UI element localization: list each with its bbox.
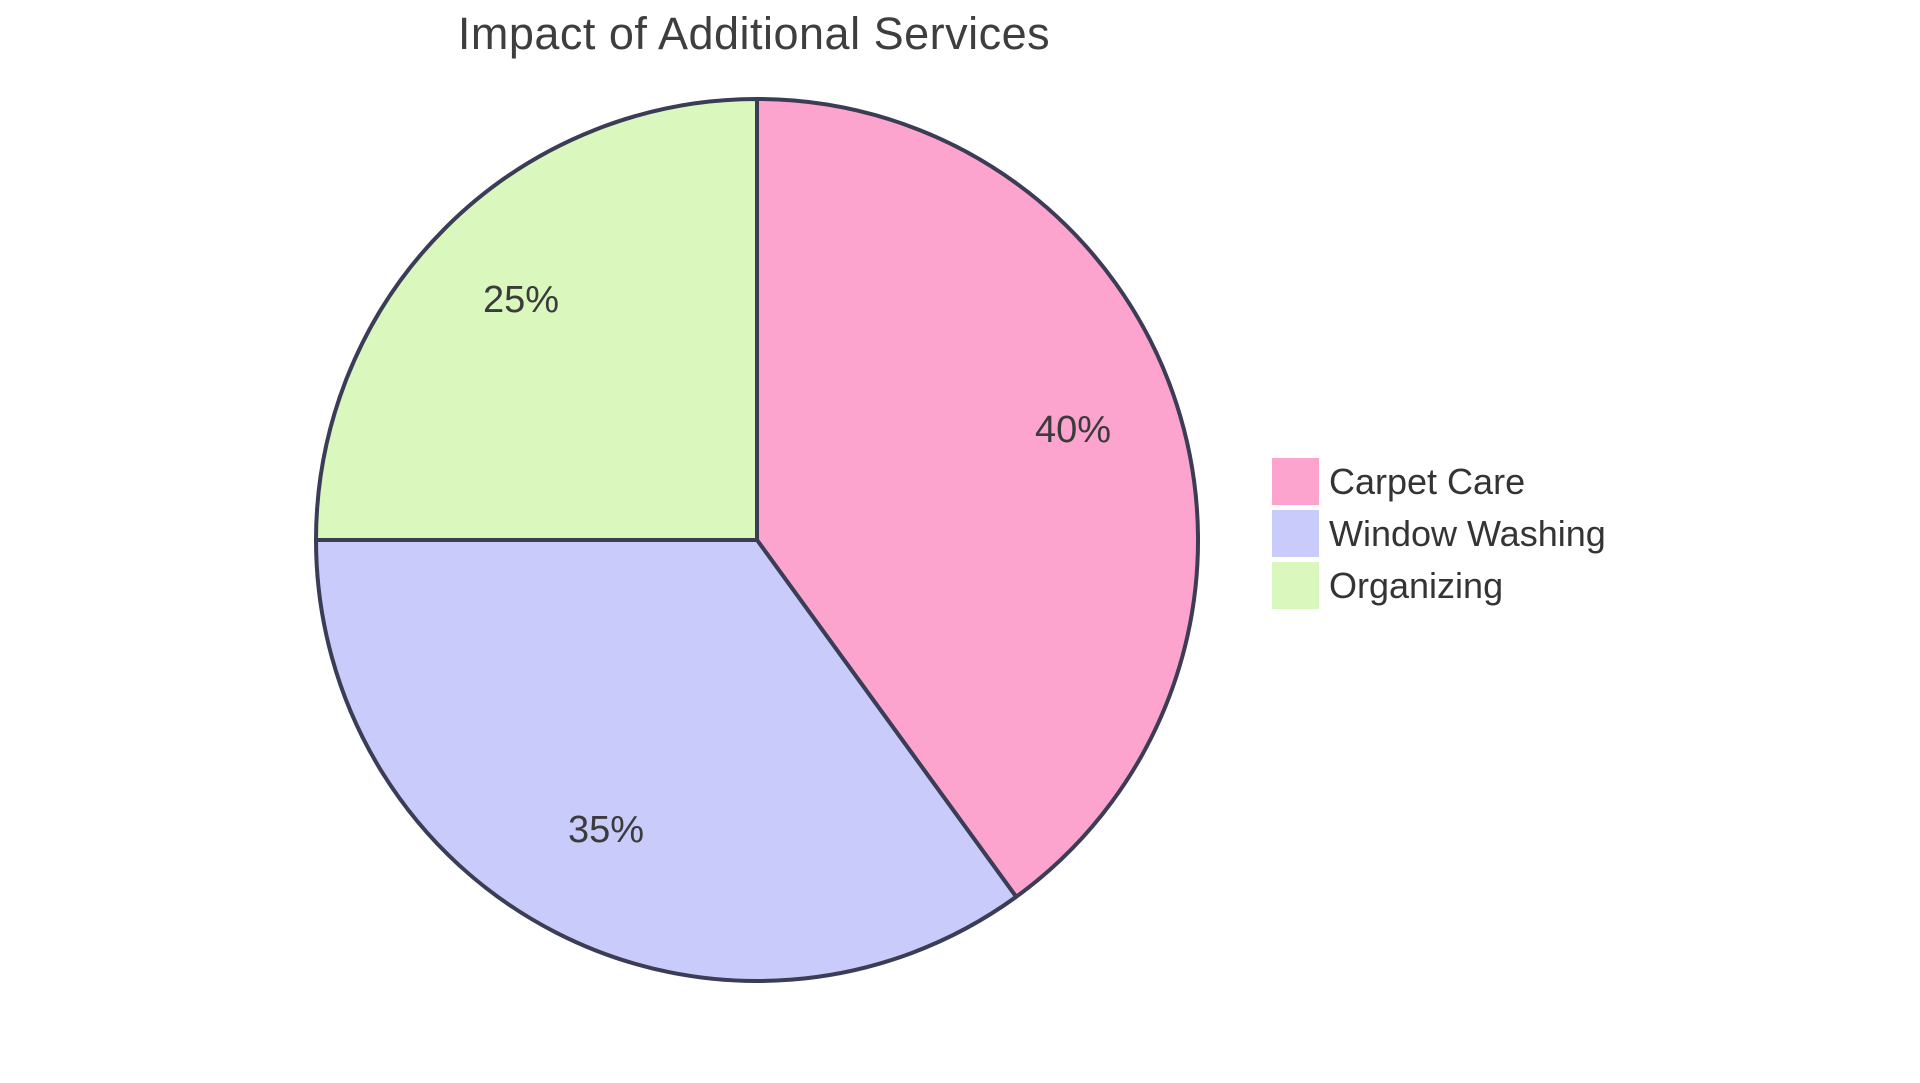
pie-slices xyxy=(314,97,1201,984)
slice-label-window-washing: 35% xyxy=(568,809,644,851)
legend-swatch xyxy=(1272,562,1319,609)
slice-label-organizing: 25% xyxy=(483,279,559,321)
legend-label: Window Washing xyxy=(1329,513,1606,554)
legend-label: Organizing xyxy=(1329,565,1504,606)
pie-slice-window-washing xyxy=(314,538,1019,984)
slice-label-carpet-care: 40% xyxy=(1035,409,1111,451)
legend-item-carpet-care: Carpet Care xyxy=(1272,458,1606,505)
slice-labels: 40% 35% 25% xyxy=(483,279,1111,851)
legend-item-window-washing: Window Washing xyxy=(1272,510,1606,557)
legend-swatch xyxy=(1272,510,1319,557)
legend-swatch xyxy=(1272,458,1319,505)
pie-slice-carpet-care xyxy=(755,97,1201,899)
pie-slice-organizing xyxy=(314,97,759,542)
legend-item-organizing: Organizing xyxy=(1272,562,1606,609)
chart-title: Impact of Additional Services xyxy=(457,8,1051,59)
legend: Carpet Care Window Washing Organizing xyxy=(1272,458,1606,609)
legend-label: Carpet Care xyxy=(1329,461,1526,502)
